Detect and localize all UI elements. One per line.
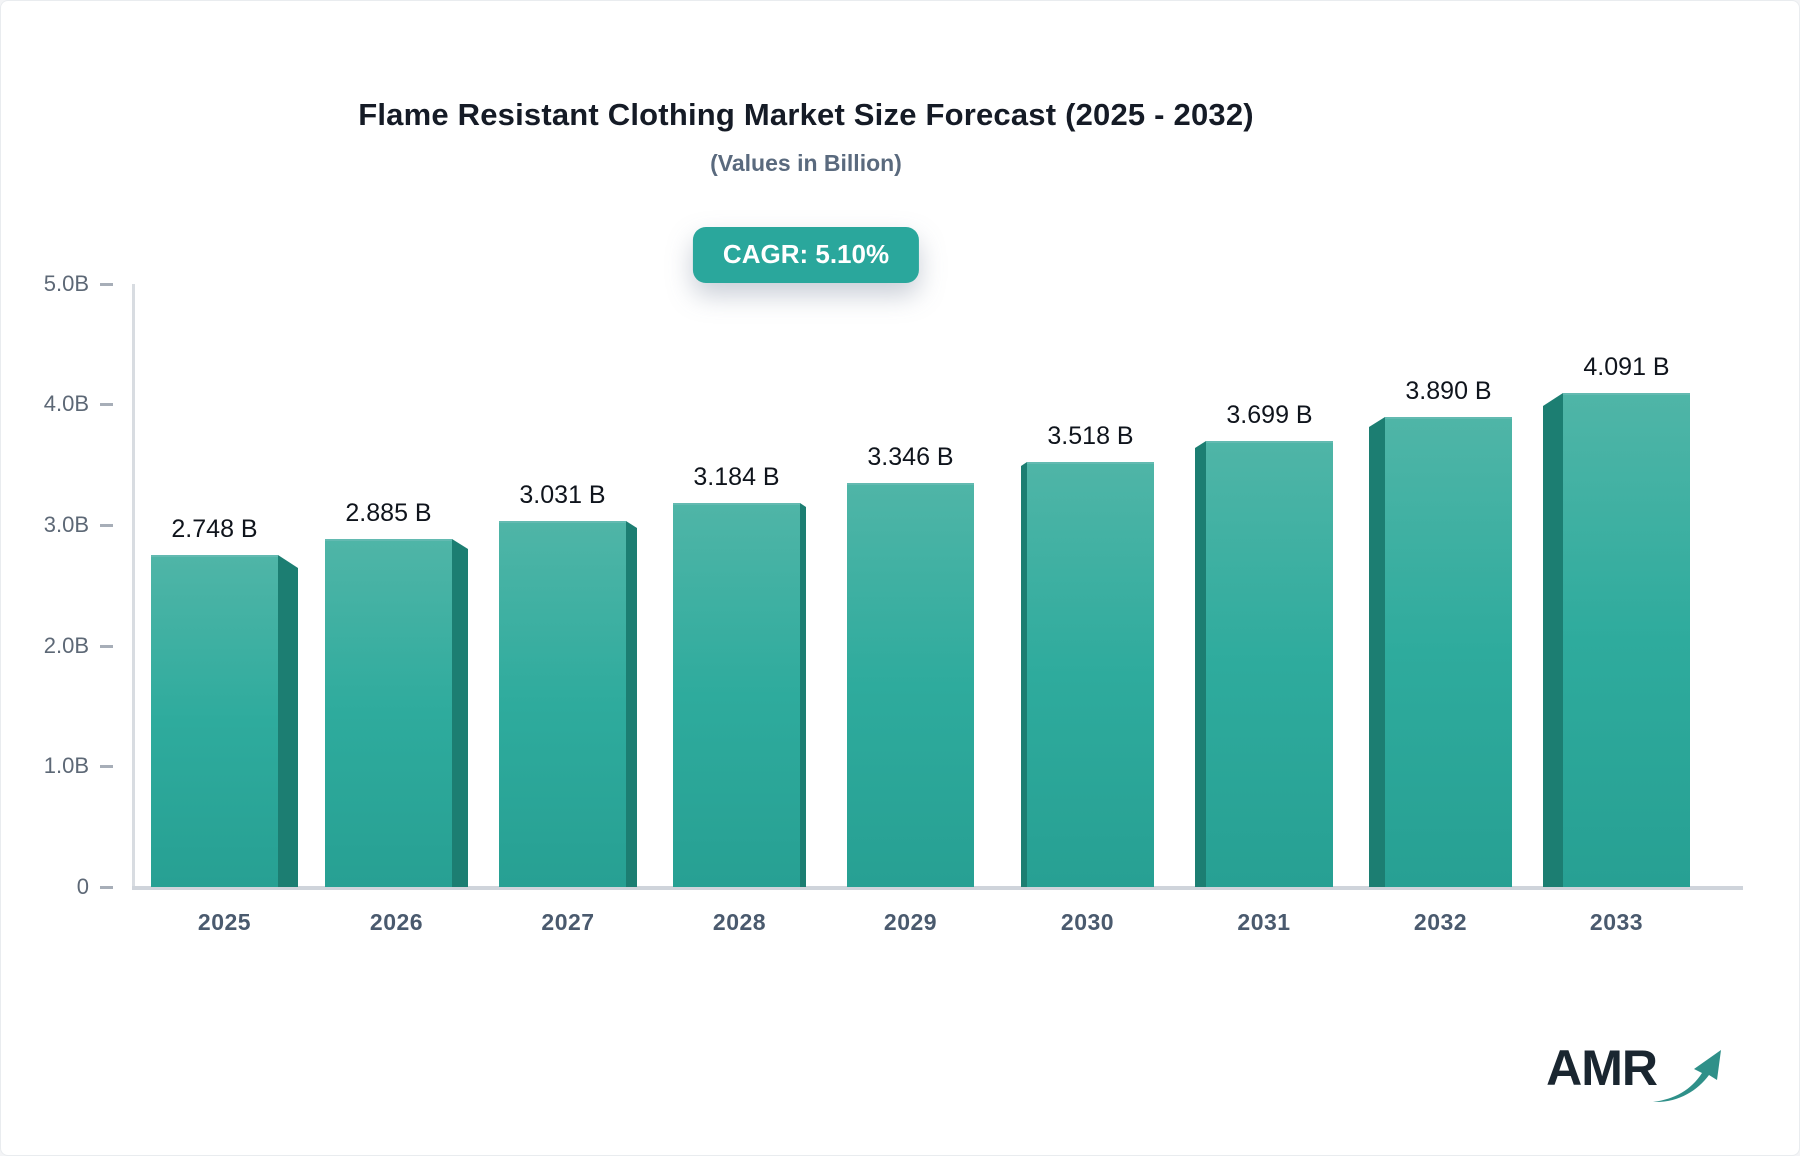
bar-value-label: 2.885 B [345,499,432,527]
y-axis-tick-label: 1.0B [43,753,89,778]
x-axis-label-2026: 2026 [369,909,424,935]
cagr-badge: CAGR: 5.10% [692,227,920,283]
bar-2029[interactable] [847,483,974,887]
y-axis-tick-label: 4.0B [43,391,89,416]
bar-value-label: 3.184 B [693,463,780,491]
x-axis-label-2028: 2028 [712,909,767,935]
y-axis-tick-label: 3.0B [43,512,89,537]
y-axis-tick-mark [100,886,113,889]
y-axis-tick-label: 0 [76,874,89,899]
x-axis-line [132,886,1743,890]
bar-3d-side [1195,441,1206,887]
x-axis-label-2027: 2027 [541,909,595,935]
bar-3d-side [800,503,806,887]
bar-value-label: 4.091 B [1583,353,1670,381]
y-axis-tick-label: 5.0B [43,271,89,296]
chart-subtitle: (Values in Billion) [710,150,902,176]
bar-2033[interactable] [1563,393,1690,887]
bar-3d-side [1021,462,1027,887]
bar-3d-side [278,555,298,887]
bar-2032[interactable] [1385,417,1512,887]
bar-2026[interactable] [325,539,452,887]
x-axis-label-2031: 2031 [1237,909,1291,935]
x-axis-label-2032: 2032 [1413,909,1468,935]
bar-2028[interactable] [673,503,800,887]
bar-value-label: 3.699 B [1226,401,1313,429]
y-axis-tick-mark [100,765,113,768]
x-axis-label-2030: 2030 [1060,909,1115,935]
amr-logo-text: AMR [1546,1040,1658,1096]
bar-2025[interactable] [151,555,278,887]
y-axis-tick-label: 2.0B [43,633,89,658]
y-axis-tick-mark [100,403,113,406]
y-axis-line [132,284,135,888]
y-axis-tick-mark [100,524,113,527]
bar-value-label: 2.748 B [171,515,258,543]
bar-value-label: 3.518 B [1047,422,1134,450]
bar-value-label: 3.346 B [867,443,954,471]
bar-3d-side [452,539,468,887]
bar-value-label: 3.031 B [519,481,606,509]
bar-value-label: 3.890 B [1405,377,1492,405]
bar-2031[interactable] [1206,441,1333,887]
y-axis-tick-mark [100,283,113,286]
x-axis-label-2025: 2025 [197,909,252,935]
bar-3d-side [626,521,637,887]
bar-3d-side [1369,417,1385,887]
bar-2030[interactable] [1027,462,1154,887]
amr-logo: AMR [1546,1043,1725,1107]
bar-2027[interactable] [499,521,626,887]
bar-3d-side [1543,393,1563,887]
chart-title: Flame Resistant Clothing Market Size For… [358,97,1254,132]
y-axis-tick-mark [100,645,113,648]
growth-arrow-icon [1653,1050,1721,1103]
x-axis-label-2029: 2029 [883,909,938,935]
x-axis-label-2033: 2033 [1589,909,1644,935]
